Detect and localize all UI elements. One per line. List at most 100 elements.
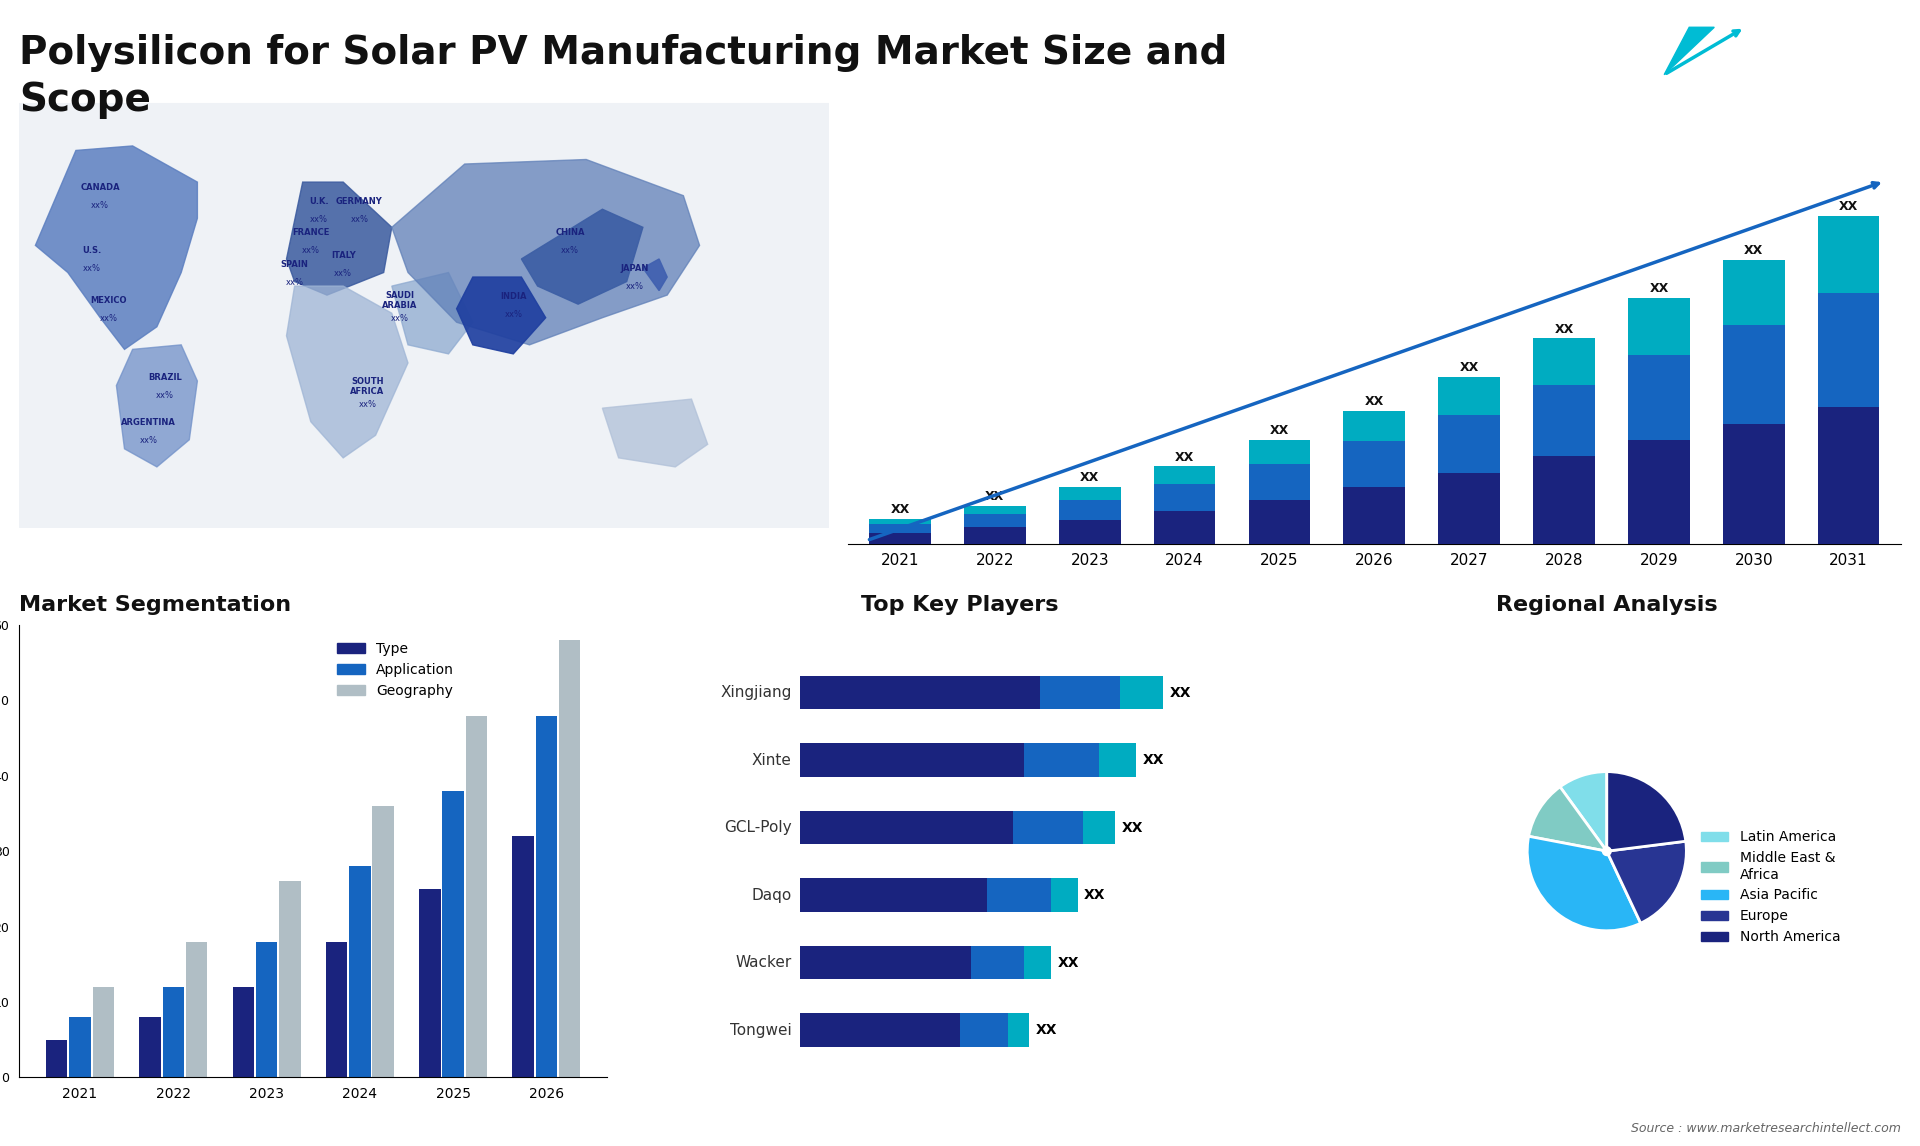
Bar	[870, 533, 931, 543]
Text: xx%: xx%	[309, 214, 328, 223]
Text: Xinte: Xinte	[753, 753, 791, 768]
Bar	[559, 641, 580, 1077]
Bar	[1344, 487, 1405, 543]
Text: XX: XX	[891, 503, 910, 516]
Text: Source : www.marketresearchintellect.com: Source : www.marketresearchintellect.com	[1630, 1122, 1901, 1135]
Bar	[442, 791, 465, 1077]
Text: xx%: xx%	[301, 246, 321, 256]
Polygon shape	[457, 277, 545, 354]
Bar	[186, 942, 207, 1077]
Bar	[1060, 487, 1121, 500]
Polygon shape	[286, 286, 407, 458]
Text: Market Segmentation: Market Segmentation	[19, 595, 292, 615]
Text: ARGENTINA: ARGENTINA	[121, 418, 177, 427]
Bar	[46, 1039, 67, 1077]
Bar	[140, 1017, 161, 1077]
Text: xx%: xx%	[140, 437, 157, 445]
Text: XX: XX	[1269, 424, 1288, 438]
Text: XX: XX	[985, 489, 1004, 503]
Bar	[163, 987, 184, 1077]
Bar	[1060, 520, 1121, 543]
Bar	[972, 945, 1023, 980]
Polygon shape	[392, 273, 472, 354]
Bar	[870, 519, 931, 524]
Bar	[1023, 945, 1050, 980]
Text: XX: XX	[1142, 753, 1164, 767]
Text: Tongwei: Tongwei	[730, 1022, 791, 1037]
Legend: Type, Application, Geography: Type, Application, Geography	[332, 637, 459, 704]
Text: xx%: xx%	[505, 309, 522, 319]
Text: XX: XX	[1175, 450, 1194, 463]
Bar	[1722, 260, 1784, 325]
Bar	[1008, 1013, 1029, 1047]
Text: xx%: xx%	[561, 246, 580, 256]
Bar	[1628, 298, 1690, 355]
Bar	[987, 878, 1050, 912]
Bar	[349, 866, 371, 1077]
Bar	[1344, 410, 1405, 441]
Polygon shape	[643, 259, 666, 291]
Bar	[1722, 424, 1784, 543]
Text: XX: XX	[1037, 1023, 1058, 1037]
Polygon shape	[117, 345, 198, 466]
Title: Regional Analysis: Regional Analysis	[1496, 595, 1718, 615]
Bar	[326, 942, 348, 1077]
Text: xx%: xx%	[334, 269, 351, 278]
Bar	[1534, 338, 1596, 385]
Bar	[1628, 440, 1690, 543]
Bar	[1628, 355, 1690, 440]
Text: xx%: xx%	[626, 282, 643, 291]
Bar	[1098, 744, 1137, 777]
Wedge shape	[1526, 837, 1642, 931]
Wedge shape	[1528, 787, 1605, 850]
Text: XX: XX	[1459, 361, 1478, 374]
Text: Wacker: Wacker	[735, 955, 791, 970]
Text: CHINA: CHINA	[555, 228, 586, 237]
Bar	[1438, 473, 1500, 543]
Bar	[799, 945, 972, 980]
Text: XX: XX	[1555, 323, 1574, 336]
Polygon shape	[1640, 28, 1690, 74]
Bar	[1818, 217, 1880, 292]
Bar	[536, 715, 557, 1077]
Bar	[1818, 292, 1880, 407]
Polygon shape	[603, 399, 708, 466]
Title: Top Key Players: Top Key Players	[862, 595, 1058, 615]
Bar	[1534, 456, 1596, 543]
Bar	[799, 810, 1014, 845]
Text: XX: XX	[1081, 471, 1100, 485]
Text: MARKET
RESEARCH
INTELLECT: MARKET RESEARCH INTELLECT	[1763, 40, 1824, 78]
Text: CANADA: CANADA	[81, 183, 121, 193]
Text: xx%: xx%	[349, 214, 369, 223]
Text: xx%: xx%	[286, 278, 303, 286]
Bar	[964, 505, 1025, 515]
Bar	[467, 715, 488, 1077]
Wedge shape	[1607, 771, 1686, 850]
Bar	[964, 515, 1025, 527]
Polygon shape	[35, 146, 198, 350]
Text: XX: XX	[1121, 821, 1142, 834]
Text: XX: XX	[1058, 956, 1079, 970]
Text: XX: XX	[1365, 395, 1384, 408]
Text: U.S.: U.S.	[83, 246, 102, 256]
Text: XX: XX	[1743, 244, 1763, 257]
Polygon shape	[522, 210, 643, 304]
Polygon shape	[286, 182, 392, 296]
Polygon shape	[1665, 28, 1715, 74]
Text: XX: XX	[1839, 201, 1859, 213]
Bar	[1014, 810, 1083, 845]
Bar	[1248, 440, 1309, 464]
Bar	[513, 837, 534, 1077]
Wedge shape	[1609, 841, 1686, 924]
Text: XX: XX	[1085, 888, 1106, 902]
Bar	[69, 1017, 90, 1077]
Text: BRAZIL: BRAZIL	[148, 372, 182, 382]
Bar	[92, 987, 113, 1077]
FancyBboxPatch shape	[15, 103, 833, 528]
Bar	[255, 942, 276, 1077]
Bar	[1438, 415, 1500, 473]
Text: Xingjiang: Xingjiang	[720, 685, 791, 700]
Text: ITALY: ITALY	[330, 251, 355, 260]
Bar	[419, 889, 440, 1077]
Text: SPAIN: SPAIN	[280, 260, 309, 269]
